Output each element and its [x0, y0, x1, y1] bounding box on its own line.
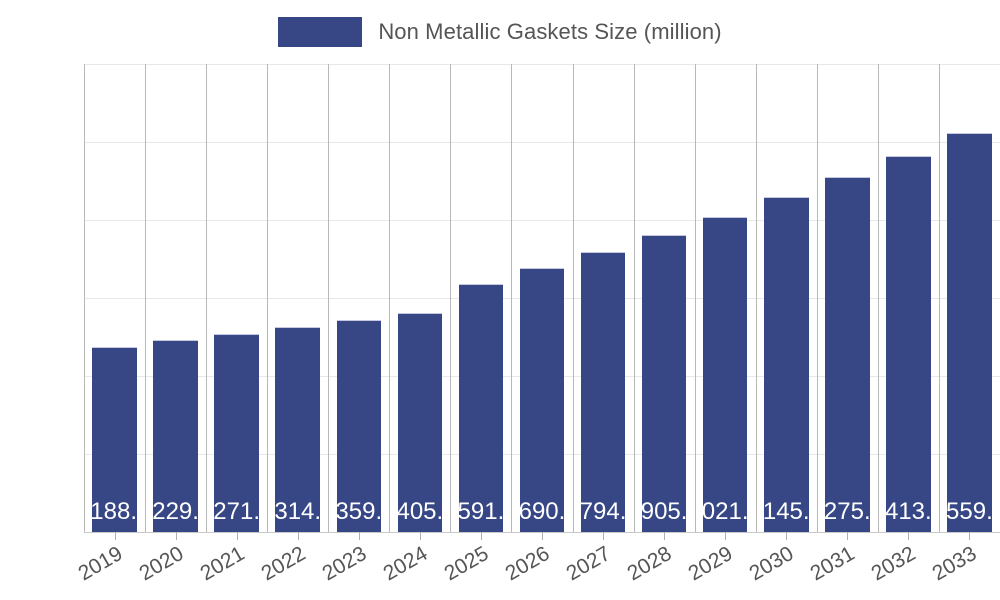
x-tick-label: 2026	[501, 542, 554, 586]
y-gridline	[84, 64, 1000, 65]
x-tick-mark	[847, 532, 849, 540]
x-gridline	[267, 64, 269, 532]
x-gridline	[328, 64, 330, 532]
x-gridline	[816, 64, 818, 532]
bar-value-label: 1794.4	[580, 498, 626, 525]
bar[interactable]: 1229.1	[153, 340, 198, 532]
x-tick-mark	[603, 532, 605, 540]
bar[interactable]: 1794.4	[580, 252, 626, 532]
x-gridline	[389, 64, 391, 532]
y-gridline	[84, 220, 1000, 221]
plot-area: 050010001500200025003000 1188.520191229.…	[74, 64, 1000, 585]
bar[interactable]: 1405.8	[397, 312, 443, 532]
x-tick-label: 2025	[440, 542, 493, 586]
bar-slot: 1188.5 2019	[74, 64, 145, 585]
x-gridline	[145, 64, 147, 532]
bar-value-label: 2145.2	[763, 498, 809, 525]
x-tick-label: 2028	[623, 542, 676, 586]
x-tick-label: 2020	[135, 542, 188, 586]
bar-slot: 1690.2 2026	[502, 64, 572, 585]
bar-value-label: 1905.0	[641, 498, 687, 525]
bar[interactable]: 2413.4	[886, 155, 931, 532]
bar[interactable]: 1359.6	[336, 319, 382, 532]
x-gridline	[572, 64, 574, 532]
bar-slot: 1905.0 2028	[624, 64, 695, 585]
x-gridline	[511, 64, 513, 532]
bar[interactable]: 1271.3	[214, 333, 259, 532]
x-tick-mark	[786, 532, 788, 540]
x-tick-label: 2027	[562, 542, 615, 586]
x-tick-mark	[480, 532, 482, 540]
x-tick-mark	[236, 532, 238, 540]
bar-value-label: 1690.2	[519, 498, 565, 525]
x-tick-label: 2029	[684, 542, 737, 586]
x-tick-mark	[664, 532, 666, 540]
bar-slot: 2021.5 2029	[685, 64, 756, 585]
x-tick-label: 2019	[74, 542, 127, 586]
bar-value-label: 1405.8	[397, 498, 443, 525]
x-tick-label: 2033	[928, 542, 981, 586]
bar-value-label: 1271.3	[214, 498, 259, 525]
x-gridline	[450, 64, 452, 532]
x-tick-mark	[175, 532, 177, 540]
bar-slot: 1405.8 2024	[379, 64, 450, 585]
x-gridline	[84, 64, 85, 532]
x-tick-label: 2023	[318, 542, 371, 586]
bar-value-label: 2413.4	[886, 498, 931, 525]
x-tick-mark	[725, 532, 727, 540]
bar-value-label: 1188.5	[92, 498, 137, 525]
x-gridline	[755, 64, 757, 532]
x-tick-label: 2021	[196, 542, 249, 586]
x-gridline	[694, 64, 696, 532]
bar[interactable]: 1591.5	[458, 283, 504, 532]
x-gridline	[877, 64, 879, 532]
bar[interactable]: 1188.5	[92, 346, 137, 532]
x-tick-mark	[114, 532, 116, 540]
bar[interactable]: 2275.8	[825, 176, 870, 532]
x-tick-mark	[541, 532, 543, 540]
bar-slot: 1271.3 2021	[196, 64, 267, 585]
bar-slot: 1229.1 2020	[135, 64, 206, 585]
bar[interactable]: 2145.2	[763, 197, 809, 532]
bar-value-label: 2275.8	[825, 498, 870, 525]
bar-slot: 1359.6 2023	[318, 64, 389, 585]
x-gridline	[938, 64, 940, 532]
x-tick-label: 2030	[745, 542, 798, 586]
x-tick-mark	[969, 532, 971, 540]
x-gridline	[633, 64, 635, 532]
x-tick-mark	[297, 532, 299, 540]
x-tick-label: 2032	[867, 542, 920, 586]
bar[interactable]: 1905.0	[641, 234, 687, 532]
y-gridline	[84, 142, 1000, 143]
x-tick-label: 2024	[379, 542, 432, 586]
legend-swatch-series-1	[278, 17, 363, 47]
bar-slot: 1794.4 2027	[563, 64, 634, 585]
chart-legend: Non Metallic Gaskets Size (million)	[0, 16, 1000, 48]
bar-value-label: 1359.6	[336, 498, 382, 525]
x-tick-mark	[419, 532, 421, 540]
bar-slot: 2145.2 2030	[746, 64, 817, 585]
x-tick-mark	[908, 532, 910, 540]
x-tick-label: 2031	[806, 542, 859, 586]
bar-value-label: 2021.5	[702, 498, 748, 525]
bar[interactable]: 1690.2	[519, 268, 565, 532]
x-gridline	[206, 64, 208, 532]
bar-slot: 1591.5 2025	[440, 64, 511, 585]
x-tick-label: 2022	[257, 542, 310, 586]
bar-slot: 2275.8 2031	[807, 64, 878, 585]
bar-slot: 2413.4 2032	[868, 64, 939, 585]
legend-label-series-1: Non Metallic Gaskets Size (million)	[378, 19, 722, 44]
bar-value-label: 1591.5	[458, 498, 504, 525]
x-tick-mark	[358, 532, 360, 540]
bar[interactable]: 2021.5	[702, 216, 748, 532]
bar-value-label: 1229.1	[153, 498, 198, 525]
